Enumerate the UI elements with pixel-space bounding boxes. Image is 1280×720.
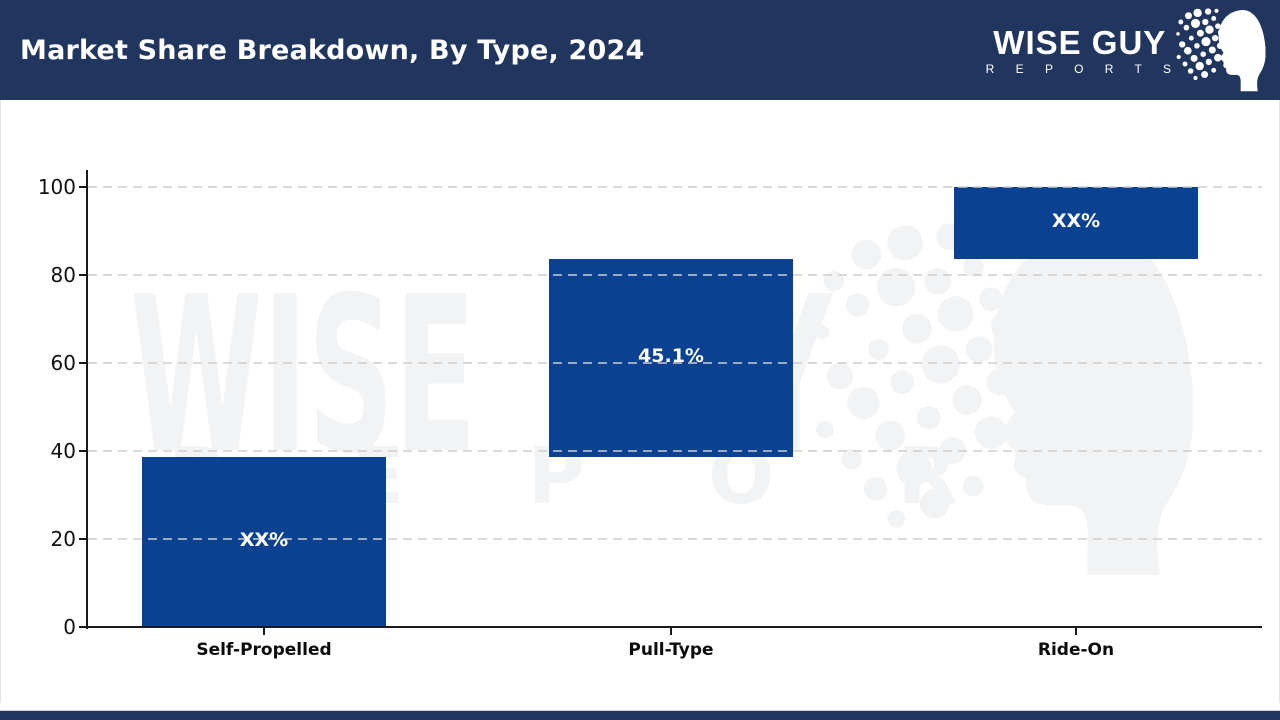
x-tick-ride-on <box>1075 628 1077 635</box>
x-tick-self-propelled <box>263 628 265 635</box>
x-axis-label-self-propelled: Self-Propelled <box>196 640 332 660</box>
y-tick-label: 100 <box>37 175 76 199</box>
x-axis-line <box>86 626 1262 628</box>
y-tick-60 <box>79 362 87 364</box>
y-tick-label: 40 <box>50 439 76 463</box>
y-tick-80 <box>79 274 87 276</box>
bar-self-propelled <box>142 457 386 627</box>
y-tick-label: 80 <box>50 263 76 287</box>
x-axis-label-ride-on: Ride-On <box>1037 640 1115 660</box>
bar-ride-on <box>954 187 1198 259</box>
gridline-40 <box>88 450 1262 452</box>
y-tick-40 <box>79 450 87 452</box>
gridline-60 <box>88 362 1262 364</box>
gridline-20 <box>88 538 1262 540</box>
y-tick-label: 20 <box>50 527 76 551</box>
header-bar: Market Share Breakdown, By Type, 2024 WI… <box>0 0 1280 100</box>
brand-logo-text: WISE GUY R E P O R T S <box>980 26 1180 75</box>
x-tick-pull-type <box>670 628 672 635</box>
y-tick-100 <box>79 186 87 188</box>
gridline-80 <box>88 274 1262 276</box>
brand-name: WISE GUY <box>993 23 1167 61</box>
footer-bar <box>0 710 1280 720</box>
y-tick-label: 0 <box>63 615 76 639</box>
bar-pull-type <box>549 258 793 458</box>
bar-value-label: XX% <box>239 529 289 552</box>
page-title: Market Share Breakdown, By Type, 2024 <box>20 34 645 66</box>
watermark-wise: WISE <box>130 250 477 501</box>
brand-head-icon <box>1174 8 1266 92</box>
x-axis-label-pull-type: Pull-Type <box>628 640 714 660</box>
bar-value-label: XX% <box>1051 209 1101 232</box>
bar-value-label: 45.1% <box>638 344 704 367</box>
gridline-100 <box>88 186 1262 188</box>
y-tick-0 <box>79 626 87 628</box>
y-tick-label: 60 <box>50 351 76 375</box>
y-tick-20 <box>79 538 87 540</box>
brand-subtitle: R E P O R T S <box>985 61 1180 76</box>
y-axis-line <box>86 170 88 629</box>
brand-logo: WISE GUY R E P O R T S <box>980 8 1266 92</box>
